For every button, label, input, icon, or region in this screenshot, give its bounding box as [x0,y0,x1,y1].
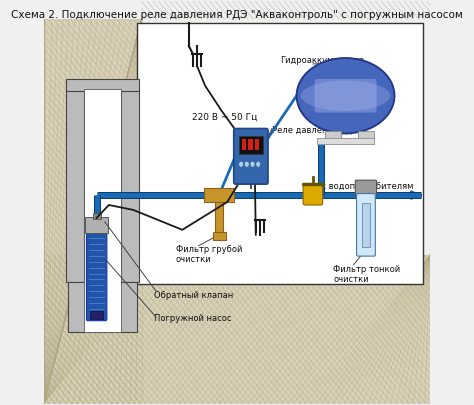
Bar [212,232,226,240]
FancyBboxPatch shape [234,128,268,184]
Bar [317,139,374,145]
Bar [84,89,121,332]
Text: Реле давления РДЭ: Реле давления РДЭ [272,126,358,134]
Text: Фильтр грубой
очистки: Фильтр грубой очистки [176,245,242,264]
Bar [66,79,139,91]
Ellipse shape [297,58,394,134]
Text: 220 В ~ 50 Гц: 220 В ~ 50 Гц [192,113,257,121]
Bar [44,19,142,404]
Bar [92,213,100,219]
Bar [362,203,370,247]
Text: Схема 2. Подключение реле давления РДЭ "Акваконтроль" с погружным насосом: Схема 2. Подключение реле давления РДЭ "… [11,10,463,20]
Text: к водопотребителям: к водопотребителям [321,182,413,191]
Bar [242,139,246,150]
Circle shape [244,161,249,167]
Circle shape [250,161,255,167]
Text: Погружной насос: Погружной насос [154,314,231,323]
Bar [44,255,430,404]
Ellipse shape [301,81,391,111]
Bar [358,132,374,139]
Bar [66,89,84,282]
Bar [255,139,259,150]
FancyBboxPatch shape [356,194,375,256]
Bar [90,311,103,319]
FancyBboxPatch shape [86,228,107,321]
FancyBboxPatch shape [356,180,376,196]
FancyBboxPatch shape [303,185,323,205]
Bar [238,136,263,154]
Bar [248,139,253,150]
Circle shape [256,161,261,167]
Bar [204,188,234,202]
Circle shape [238,161,244,167]
Bar [137,23,423,284]
Text: Обратный клапан: Обратный клапан [154,291,233,301]
Text: Гидроаккумулятор: Гидроаккумулятор [280,56,365,65]
Bar [121,89,139,282]
Bar [215,202,223,232]
FancyBboxPatch shape [315,79,376,113]
Bar [325,132,341,139]
FancyBboxPatch shape [85,217,108,233]
Bar [68,282,137,332]
Text: Фильтр тонкой
очистки: Фильтр тонкой очистки [333,264,401,284]
